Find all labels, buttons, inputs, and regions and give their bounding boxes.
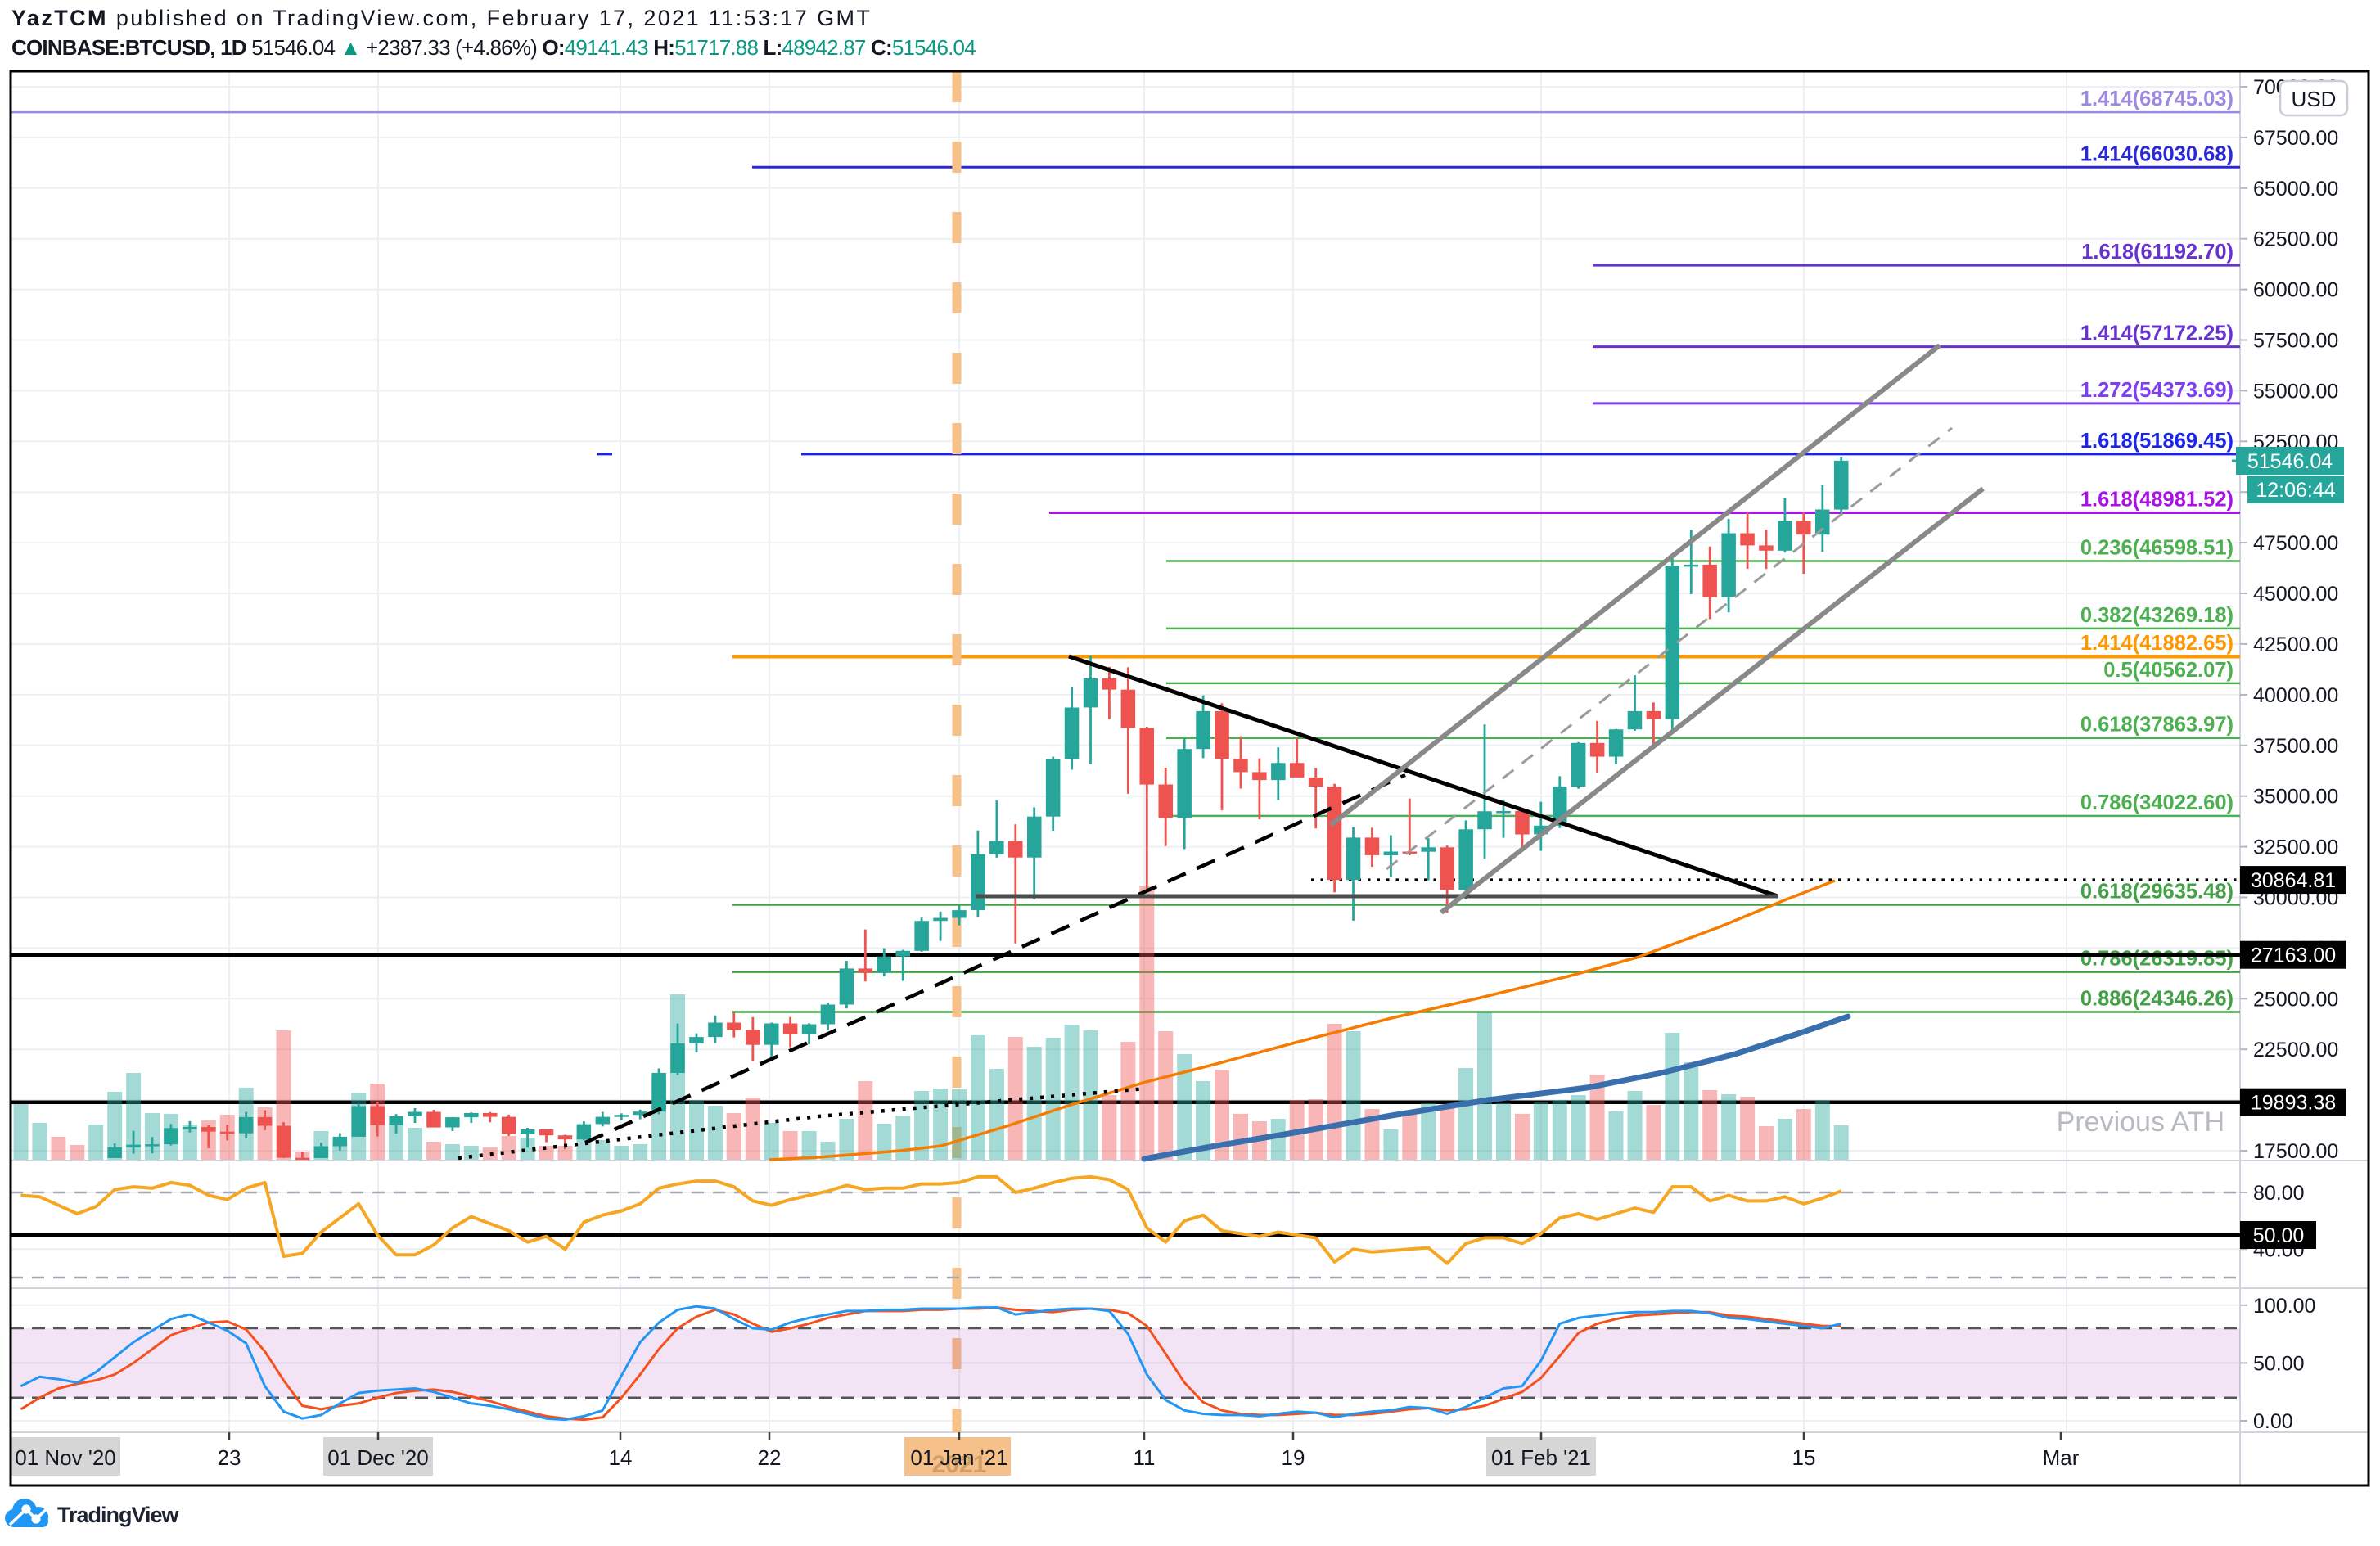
svg-text:50.00: 50.00 — [2253, 1224, 2305, 1247]
svg-text:12:06:44: 12:06:44 — [2256, 479, 2335, 502]
svg-text:22500.00: 22500.00 — [2253, 1039, 2338, 1061]
svg-text:TradingView: TradingView — [57, 1503, 180, 1527]
svg-text:65000.00: 65000.00 — [2253, 178, 2338, 201]
svg-text:1.414(68745.03): 1.414(68745.03) — [2080, 88, 2234, 110]
svg-text:27163.00: 27163.00 — [2251, 944, 2336, 967]
svg-text:40000.00: 40000.00 — [2253, 684, 2338, 707]
svg-text:55000.00: 55000.00 — [2253, 380, 2338, 403]
svg-text:50.00: 50.00 — [2253, 1352, 2305, 1375]
svg-text:01 Nov '20: 01 Nov '20 — [15, 1445, 116, 1470]
svg-text:Mar: Mar — [2043, 1445, 2080, 1470]
svg-text:1.414(57172.25): 1.414(57172.25) — [2080, 322, 2234, 345]
svg-text:51546.04: 51546.04 — [2247, 450, 2333, 473]
svg-text:19: 19 — [1282, 1445, 1305, 1470]
svg-text:01 Dec '20: 01 Dec '20 — [327, 1445, 429, 1470]
svg-text:35000.00: 35000.00 — [2253, 786, 2338, 809]
svg-text:1.618(51869.45): 1.618(51869.45) — [2080, 430, 2234, 453]
svg-text:23: 23 — [218, 1445, 241, 1470]
svg-text:37500.00: 37500.00 — [2253, 735, 2338, 758]
svg-text:2021: 2021 — [932, 1451, 987, 1478]
svg-text:0.236(46598.51): 0.236(46598.51) — [2080, 537, 2234, 560]
svg-text:1.414(66030.68): 1.414(66030.68) — [2080, 142, 2234, 165]
svg-text:0.786(26319.85): 0.786(26319.85) — [2080, 948, 2234, 971]
svg-text:1.618(48981.52): 1.618(48981.52) — [2080, 489, 2234, 512]
svg-text:60000.00: 60000.00 — [2253, 279, 2338, 302]
svg-text:17500.00: 17500.00 — [2253, 1140, 2338, 1163]
svg-text:25000.00: 25000.00 — [2253, 988, 2338, 1011]
svg-text:01 Jan '21: 01 Jan '21 — [910, 1445, 1007, 1470]
svg-text:47500.00: 47500.00 — [2253, 532, 2338, 555]
svg-text:YazTCM published on TradingVie: YazTCM published on TradingView.com, Feb… — [11, 6, 872, 30]
svg-text:42500.00: 42500.00 — [2253, 633, 2338, 656]
svg-text:1.618(61192.70): 1.618(61192.70) — [2081, 241, 2234, 264]
svg-text:32500.00: 32500.00 — [2253, 836, 2338, 859]
svg-text:0.00: 0.00 — [2253, 1410, 2293, 1433]
svg-text:01 Feb '21: 01 Feb '21 — [1491, 1445, 1591, 1470]
svg-text:0.5(40562.07): 0.5(40562.07) — [2103, 659, 2234, 682]
svg-text:22: 22 — [758, 1445, 782, 1470]
svg-text:57500.00: 57500.00 — [2253, 330, 2338, 353]
svg-text:0.382(43269.18): 0.382(43269.18) — [2080, 604, 2234, 627]
svg-text:100.00: 100.00 — [2253, 1295, 2315, 1318]
svg-text:14: 14 — [609, 1445, 633, 1470]
svg-text:Previous ATH: Previous ATH — [2057, 1107, 2224, 1138]
svg-text:45000.00: 45000.00 — [2253, 583, 2338, 606]
svg-text:0.618(37863.97): 0.618(37863.97) — [2080, 714, 2234, 737]
svg-text:0.618(29635.48): 0.618(29635.48) — [2080, 881, 2234, 904]
svg-text:0.886(24346.26): 0.886(24346.26) — [2080, 988, 2234, 1011]
svg-text:1.272(54373.69): 1.272(54373.69) — [2080, 379, 2234, 402]
svg-text:30864.81: 30864.81 — [2251, 869, 2336, 892]
svg-text:0.786(34022.60): 0.786(34022.60) — [2080, 791, 2234, 814]
svg-text:11: 11 — [1134, 1445, 1156, 1470]
svg-text:USD: USD — [2292, 87, 2337, 111]
svg-text:62500.00: 62500.00 — [2253, 228, 2338, 251]
svg-text:67500.00: 67500.00 — [2253, 127, 2338, 150]
svg-text:15: 15 — [1792, 1445, 1816, 1470]
svg-text:COINBASE:BTCUSD, 1D 51546.04: COINBASE:BTCUSD, 1D 51546.04 ▲ +2387.33 … — [11, 35, 976, 60]
svg-text:80.00: 80.00 — [2253, 1182, 2305, 1205]
svg-text:1.414(41882.65): 1.414(41882.65) — [2080, 632, 2234, 655]
svg-text:19893.38: 19893.38 — [2251, 1092, 2336, 1115]
